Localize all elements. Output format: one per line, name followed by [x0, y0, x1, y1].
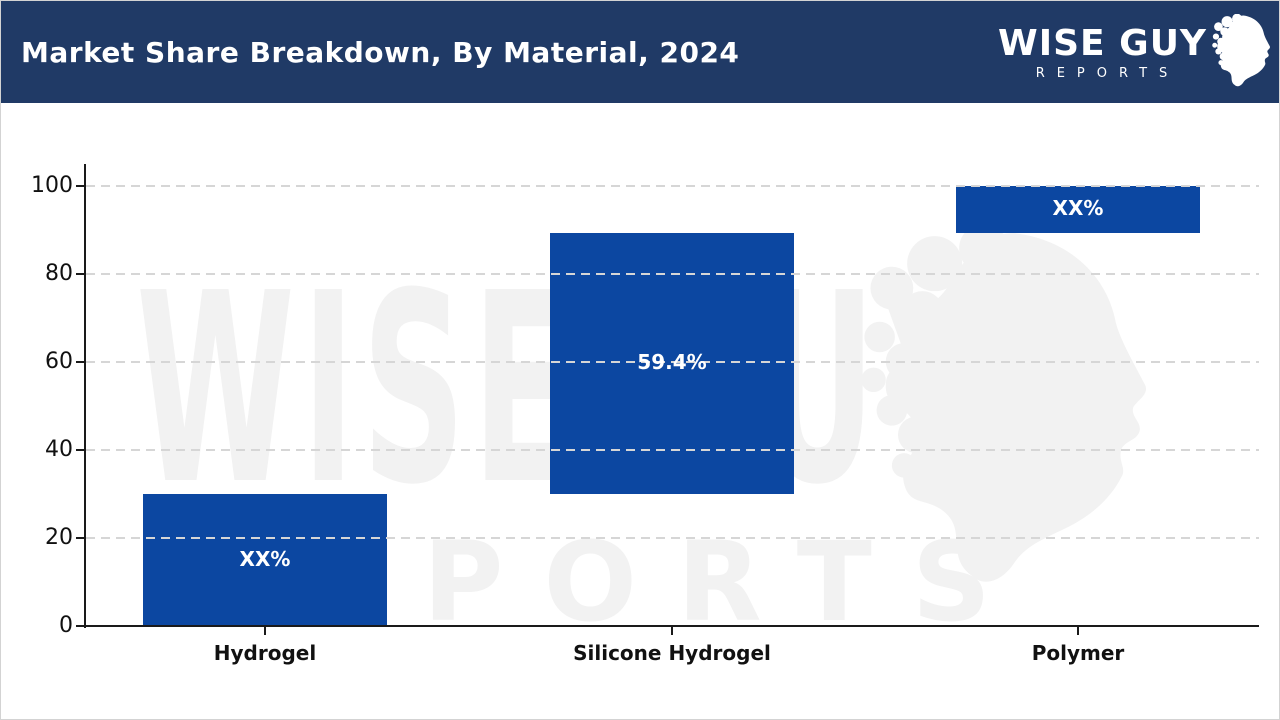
x-category-label: Polymer	[1031, 641, 1125, 665]
y-tick-label: 80	[45, 261, 73, 286]
page-title: Market Share Breakdown, By Material, 202…	[21, 35, 740, 69]
x-tick-mark	[1077, 627, 1079, 635]
gridline	[86, 185, 1259, 187]
gridline	[86, 449, 1259, 451]
y-tick-label: 40	[45, 437, 73, 462]
x-category-label: Hydrogel	[213, 641, 317, 665]
y-tick-mark	[76, 537, 84, 539]
y-tick-mark	[76, 449, 84, 451]
y-tick-mark	[76, 273, 84, 275]
y-tick-label: 100	[31, 173, 73, 198]
bar-value-label: XX%	[1052, 196, 1104, 221]
y-tick-mark	[76, 625, 84, 627]
x-category-label: Silicone Hydrogel	[573, 641, 771, 665]
y-tick-label: 60	[45, 349, 73, 374]
x-tick-mark	[264, 627, 266, 635]
y-tick-mark	[76, 361, 84, 363]
y-tick-mark	[76, 185, 84, 187]
x-tick-mark	[671, 627, 673, 635]
gridline	[86, 273, 1259, 275]
bar-hydrogel	[143, 494, 387, 626]
y-tick-label: 0	[59, 613, 73, 638]
watermark-head-icon	[851, 223, 1165, 609]
y-axis-spine	[84, 164, 86, 628]
gridline	[86, 361, 1259, 363]
logo-subtitle: REPORTS	[1035, 65, 1180, 81]
logo-text: WISE GUY REPORTS	[997, 22, 1207, 81]
gridline	[86, 537, 1259, 539]
wise-guy-reports-logo: WISE GUY REPORTS	[998, 7, 1273, 99]
dotted-head-icon	[1211, 13, 1273, 92]
x-axis-spine	[84, 625, 1259, 627]
bar-value-label: XX%	[239, 547, 291, 571]
bar-value-label: 59.4%	[637, 350, 707, 375]
logo-name: WISE GUY	[997, 22, 1207, 64]
bar-polymer	[956, 186, 1200, 233]
y-tick-label: 20	[45, 525, 73, 550]
header-bar: Market Share Breakdown, By Material, 202…	[1, 1, 1279, 103]
